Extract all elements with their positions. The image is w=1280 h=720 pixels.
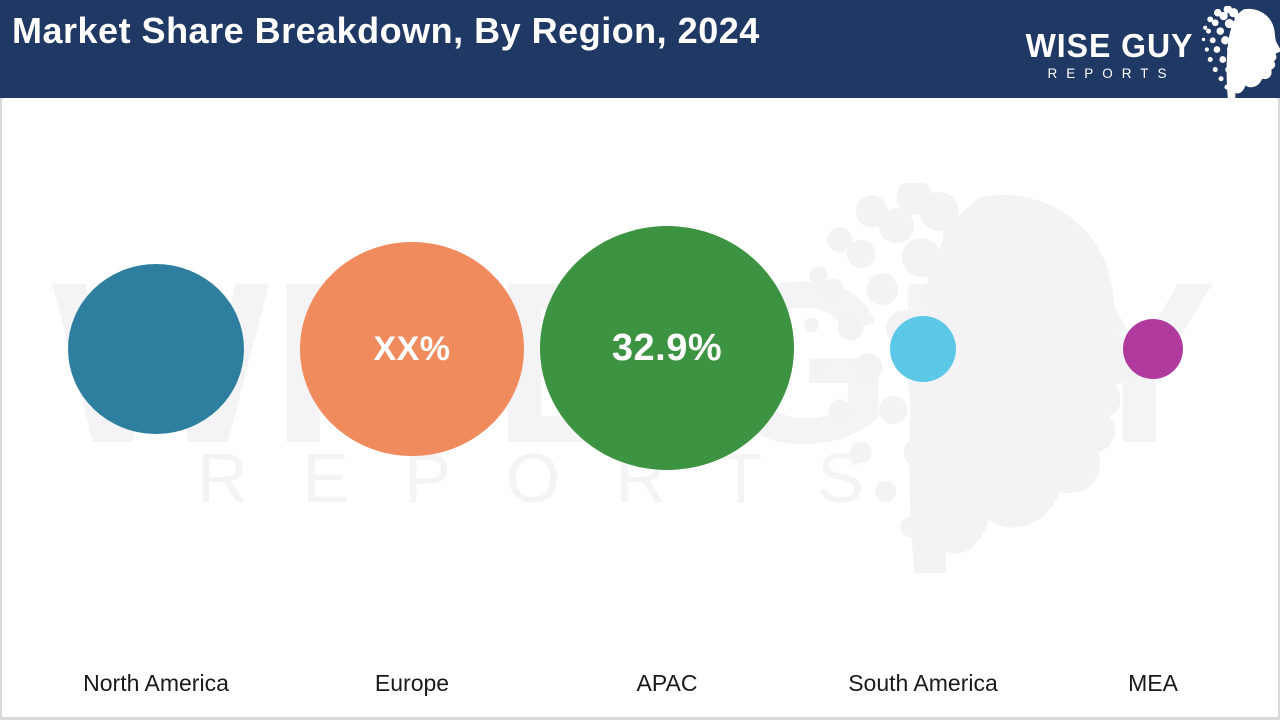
- logo-text: WISE GUY REPORTS: [1023, 29, 1196, 81]
- bubble-apac: 32.9%: [540, 226, 794, 470]
- page-title: Market Share Breakdown, By Region, 2024: [12, 10, 760, 51]
- category-label-north-america: North America: [83, 670, 229, 696]
- category-label-apac: APAC: [636, 670, 698, 696]
- category-labels: North America Europe APAC South America MEA: [2, 98, 1278, 717]
- wise-guy-logo: WISE GUY REPORTS: [1023, 6, 1280, 98]
- bubble-europe: XX%: [300, 242, 524, 456]
- category-label-mea: MEA: [1128, 670, 1178, 696]
- logo-subtext: REPORTS: [1047, 65, 1176, 81]
- bubble-value-label-apac: 32.9%: [611, 326, 723, 369]
- logo-wordmark: WISE GUY: [1025, 27, 1194, 65]
- chart-area: WISE GUY REPORTS XX%32.9% North AmericaE…: [0, 98, 1280, 720]
- header-bar: Market Share Breakdown, By Region, 2024 …: [0, 0, 1280, 98]
- category-label-south-america: South America: [848, 670, 998, 696]
- bubble-north-america: [68, 264, 244, 434]
- category-label-europe: Europe: [374, 670, 450, 696]
- wise-guy-head-icon: [1201, 6, 1280, 98]
- bubble-value-label-europe: XX%: [373, 329, 451, 368]
